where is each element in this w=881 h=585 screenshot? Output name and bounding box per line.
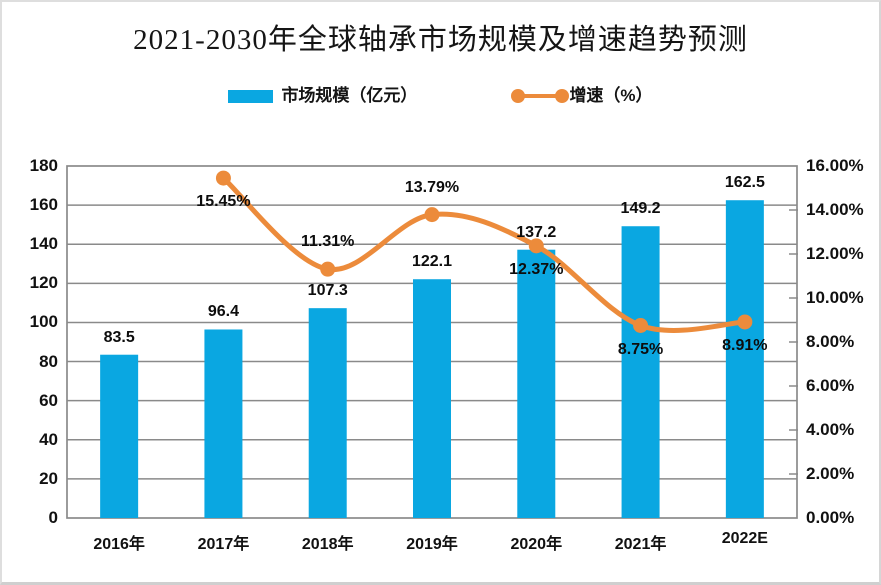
bar-2018年 (308, 308, 347, 518)
bar-2017年 (204, 329, 243, 518)
growth-rate-label: 15.45% (196, 193, 251, 211)
left-axis-label: 160 (29, 195, 58, 215)
bar-value-label: 162.5 (724, 174, 765, 192)
bar-value-label: 149.2 (620, 200, 661, 218)
line-swatch-marker-icon (555, 89, 570, 103)
chart-title: 2021-2030年全球轴承市场规模及增速趋势预测 (133, 24, 748, 56)
line-marker (737, 314, 753, 330)
bar-value-label: 122.1 (411, 253, 453, 271)
left-axis-label: 140 (29, 234, 58, 254)
growth-rate-label: 11.31% (301, 233, 355, 251)
bar-value-label: 137.2 (516, 223, 557, 241)
bar-value-label: 96.4 (207, 303, 239, 321)
left-axis-label: 180 (29, 156, 58, 175)
x-axis-label: 2022E (721, 530, 768, 547)
bar-2021年 (621, 226, 660, 518)
line-marker (633, 318, 649, 333)
growth-rate-label: 8.91% (722, 336, 768, 354)
x-axis-label: 2019年 (406, 536, 458, 553)
left-axis-label: 0 (48, 508, 58, 527)
bar-2022E (725, 200, 764, 518)
right-axis-label: 10.00% (806, 288, 864, 307)
bar-value-label: 107.3 (307, 282, 348, 300)
right-axis-label: 16.00% (806, 156, 864, 175)
line-marker (528, 238, 544, 254)
x-axis-label: 2016年 (93, 536, 145, 553)
growth-rate-label: 8.75% (617, 340, 664, 358)
left-axis-label: 120 (29, 273, 58, 293)
legend-item-market-size: 市场规模（亿元） (228, 86, 417, 106)
left-axis-label: 100 (29, 312, 58, 332)
x-axis-label: 2020年 (510, 536, 563, 553)
right-axis-label: 6.00% (806, 376, 855, 395)
right-axis-label: 14.00% (806, 200, 864, 219)
legend-label-growth-rate: 增速（%） (569, 86, 653, 105)
left-axis-label: 80 (39, 351, 58, 371)
right-axis-label: 2.00% (806, 464, 855, 483)
x-axis-label: 2018年 (301, 536, 354, 553)
line-series-swatch (511, 89, 570, 103)
bar-2016年 (100, 354, 139, 518)
left-axis-label: 60 (39, 390, 58, 410)
growth-rate-line (220, 175, 748, 333)
legend-label-market-size: 市场规模（亿元） (281, 86, 418, 105)
bar-series-swatch (228, 89, 274, 103)
line-swatch-marker-icon (511, 89, 526, 103)
right-axis-label: 12.00% (806, 244, 864, 263)
bar-value-label: 83.5 (103, 328, 135, 346)
growth-rate-label: 12.37% (509, 260, 564, 278)
growth-rate-label: 13.79% (404, 178, 460, 196)
x-axis-label: 2017年 (197, 536, 250, 553)
left-axis-label: 20 (39, 468, 58, 488)
bar-2019年 (413, 279, 451, 518)
chart-legend: 市场规模（亿元） 增速（%） (2, 86, 879, 106)
right-axis-label: 0.00% (806, 508, 855, 527)
legend-item-growth-rate: 增速（%） (511, 86, 653, 106)
right-axis-label: 4.00% (806, 420, 855, 439)
x-axis-label: 2021年 (614, 536, 667, 553)
line-marker (320, 261, 336, 277)
left-axis-label: 40 (39, 429, 58, 449)
bar-2020年 (517, 249, 556, 518)
line-swatch-segment (513, 94, 568, 98)
line-marker (215, 170, 231, 186)
line-marker (424, 207, 440, 223)
right-axis-label: 8.00% (806, 332, 855, 351)
